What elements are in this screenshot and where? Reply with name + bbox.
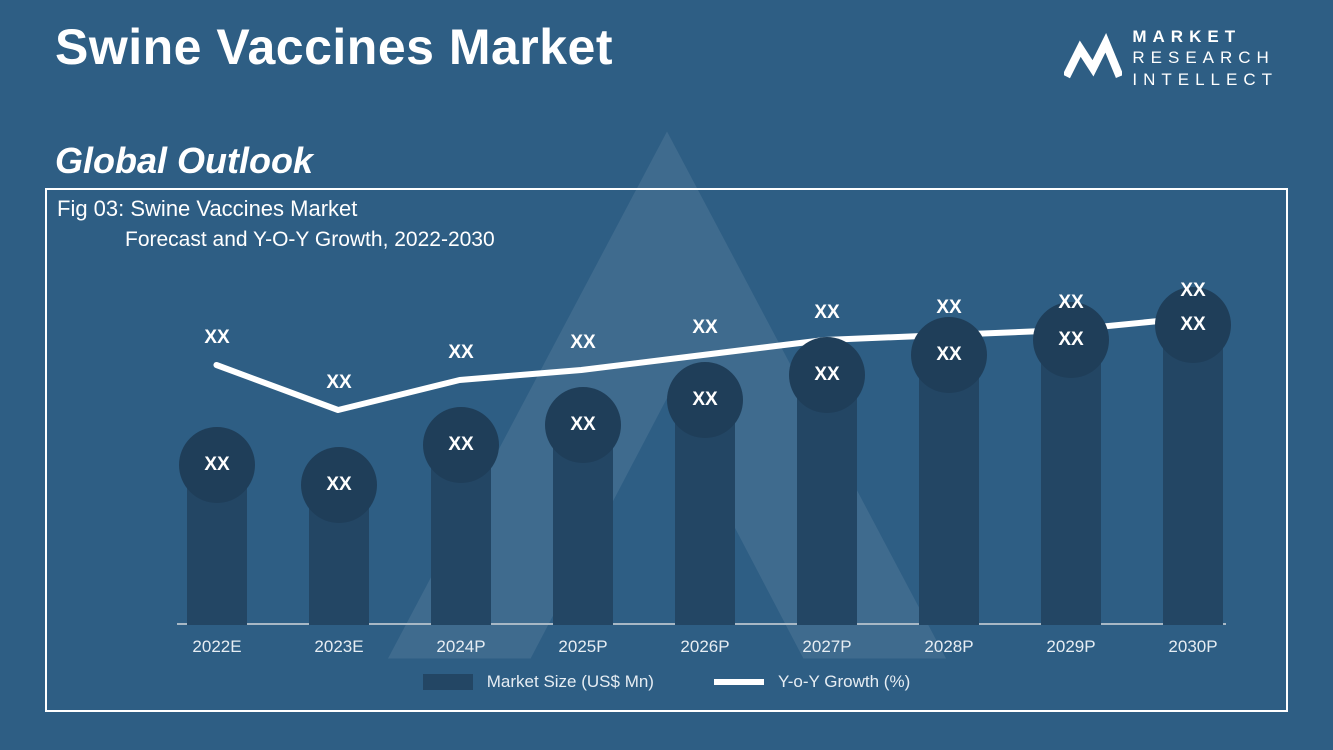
bar-value-label: XX	[301, 447, 377, 523]
x-axis-label: 2023E	[279, 637, 399, 657]
legend-item-line: Y-o-Y Growth (%)	[714, 672, 910, 692]
bar-group: XX2023E	[309, 485, 369, 625]
x-axis-label: 2024P	[401, 637, 521, 657]
x-axis-label: 2028P	[889, 637, 1009, 657]
bar-group: XX2024P	[431, 445, 491, 625]
bar-value-label: XX	[545, 387, 621, 463]
x-axis-label: 2027P	[767, 637, 887, 657]
line-value-label: XX	[570, 332, 595, 354]
line-value-label: XX	[1058, 292, 1083, 314]
bar-value-label: XX	[789, 337, 865, 413]
legend-label-bar: Market Size (US$ Mn)	[487, 672, 654, 692]
figure-title: Fig 03: Swine Vaccines Market	[57, 196, 357, 222]
legend-label-line: Y-o-Y Growth (%)	[778, 672, 910, 692]
bar-group: XX2030P	[1163, 325, 1223, 625]
bar-group: XX2025P	[553, 425, 613, 625]
bar-group: XX2027P	[797, 375, 857, 625]
bar	[1041, 340, 1101, 625]
bar-group: XX2022E	[187, 465, 247, 625]
brand-line1: MARKET	[1132, 26, 1278, 47]
line-value-label: XX	[1180, 280, 1205, 302]
x-axis-label: 2026P	[645, 637, 765, 657]
x-axis-label: 2022E	[157, 637, 277, 657]
chart-container: Fig 03: Swine Vaccines Market Forecast a…	[45, 188, 1288, 712]
legend-item-bar: Market Size (US$ Mn)	[423, 672, 654, 692]
bar-value-label: XX	[179, 427, 255, 503]
legend-swatch-line	[714, 679, 764, 685]
brand-logo-text: MARKET RESEARCH INTELLECT	[1132, 26, 1278, 90]
bar-group: XX2029P	[1041, 340, 1101, 625]
plot-area: XX2022EXXXX2023EXXXX2024PXXXX2025PXXXX20…	[47, 270, 1286, 625]
brand-line2: RESEARCH	[1132, 47, 1278, 68]
bar-group: XX2026P	[675, 400, 735, 625]
legend-swatch-bar	[423, 674, 473, 690]
x-axis-label: 2030P	[1133, 637, 1253, 657]
brand-logo-icon	[1064, 31, 1122, 84]
page-title: Swine Vaccines Market	[55, 18, 613, 76]
brand-line3: INTELLECT	[1132, 69, 1278, 90]
header: Swine Vaccines Market MARKET RESEARCH IN…	[55, 18, 1278, 90]
x-axis-label: 2025P	[523, 637, 643, 657]
bar-group: XX2028P	[919, 355, 979, 625]
bar	[1163, 325, 1223, 625]
figure-subtitle: Forecast and Y-O-Y Growth, 2022-2030	[125, 228, 495, 252]
bar-value-label: XX	[423, 407, 499, 483]
brand-logo: MARKET RESEARCH INTELLECT	[1064, 18, 1278, 90]
line-value-label: XX	[936, 297, 961, 319]
bar-value-label: XX	[667, 362, 743, 438]
legend: Market Size (US$ Mn) Y-o-Y Growth (%)	[47, 672, 1286, 692]
section-subtitle: Global Outlook	[55, 140, 313, 182]
line-value-label: XX	[326, 372, 351, 394]
line-value-label: XX	[204, 327, 229, 349]
line-value-label: XX	[814, 302, 839, 324]
line-value-label: XX	[448, 342, 473, 364]
bar	[919, 355, 979, 625]
bar-value-label: XX	[911, 317, 987, 393]
x-axis-label: 2029P	[1011, 637, 1131, 657]
line-value-label: XX	[692, 317, 717, 339]
